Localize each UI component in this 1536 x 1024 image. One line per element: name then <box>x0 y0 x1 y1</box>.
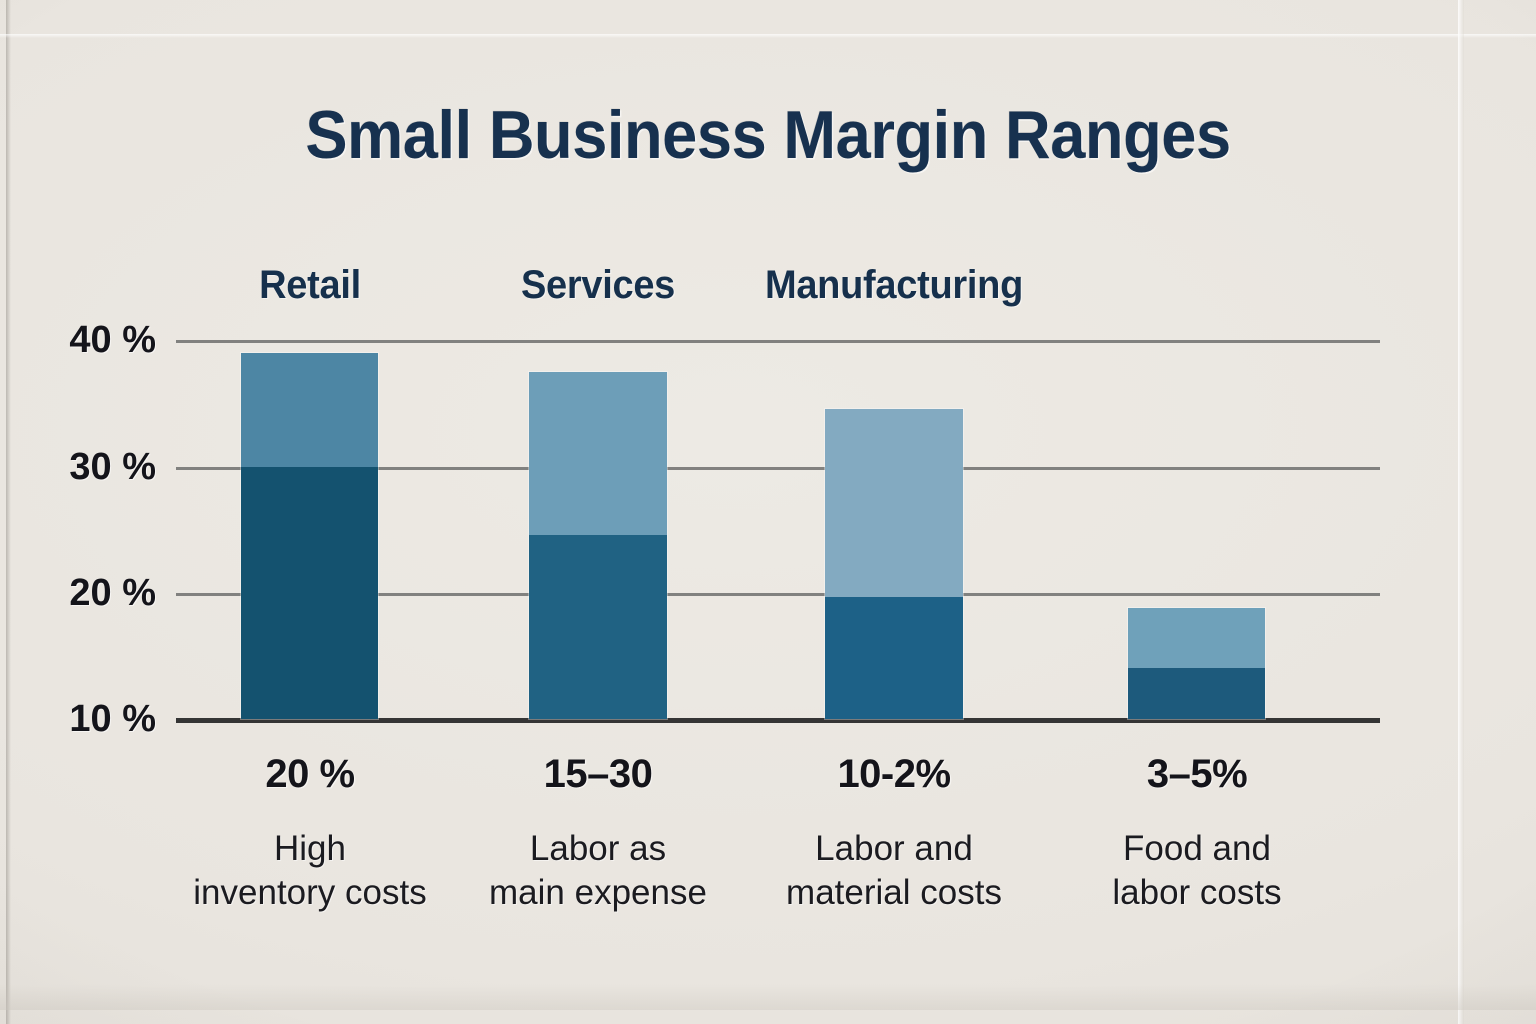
bar-services <box>529 372 667 719</box>
column-value-manufacturing: 10-2% <box>837 752 951 796</box>
bar-retail <box>241 353 378 719</box>
column-description-services-line2: main expense <box>489 872 707 912</box>
bar-segment-upper-manufacturing <box>825 409 963 597</box>
bar-fourth <box>1128 608 1265 719</box>
column-value-services: 15–30 <box>543 752 653 796</box>
gridline-40 <box>176 340 1380 343</box>
column-description-manufacturing-line1: Labor and <box>815 829 973 868</box>
gridline-30 <box>176 467 1380 470</box>
column-description-retail-line1: High <box>274 829 346 868</box>
column-description-fourth-line2: labor costs <box>1112 872 1282 912</box>
page-title: Small Business Margin Ranges <box>305 97 1231 173</box>
paper-edge-top <box>0 34 1536 38</box>
bar-segment-lower-retail <box>241 467 378 719</box>
column-value-retail: 20 % <box>265 752 355 796</box>
column-description-retail: High inventory costs <box>135 827 485 915</box>
gridline-10-axis <box>176 718 1380 723</box>
gridline-20 <box>176 593 1380 596</box>
bar-segment-upper-retail <box>241 353 378 467</box>
y-tick-label-30: 30 % <box>69 446 156 488</box>
column-label-services: Services <box>520 263 676 307</box>
column-description-fourth-line1: Food and <box>1123 829 1271 868</box>
column-label-manufacturing: Manufacturing <box>764 263 1024 307</box>
column-description-retail-line2: inventory costs <box>193 872 427 912</box>
paper-edge-bottom <box>0 984 1536 1010</box>
column-description-services-line1: Labor as <box>529 829 667 868</box>
column-label-retail: Retail <box>259 263 361 307</box>
column-description-services: Labor as main expense <box>423 827 773 915</box>
column-value-fourth: 3–5% <box>1146 752 1248 796</box>
y-tick-label-20: 20 % <box>69 572 156 614</box>
y-tick-label-10: 10 % <box>69 698 156 740</box>
bar-segment-upper-services <box>529 372 667 535</box>
paper-edge-left <box>6 0 11 1024</box>
bar-segment-lower-manufacturing <box>825 597 963 719</box>
column-description-manufacturing-line2: material costs <box>786 872 1002 912</box>
bar-segment-lower-fourth <box>1128 668 1265 719</box>
column-description-manufacturing: Labor and material costs <box>719 827 1069 915</box>
bar-segment-upper-fourth <box>1128 608 1265 668</box>
bar-manufacturing <box>825 409 963 719</box>
bar-segment-lower-services <box>529 535 667 719</box>
y-tick-label-40: 40 % <box>69 319 156 361</box>
paper-edge-right <box>1458 0 1464 1024</box>
column-description-fourth: Food and labor costs <box>1022 827 1372 915</box>
